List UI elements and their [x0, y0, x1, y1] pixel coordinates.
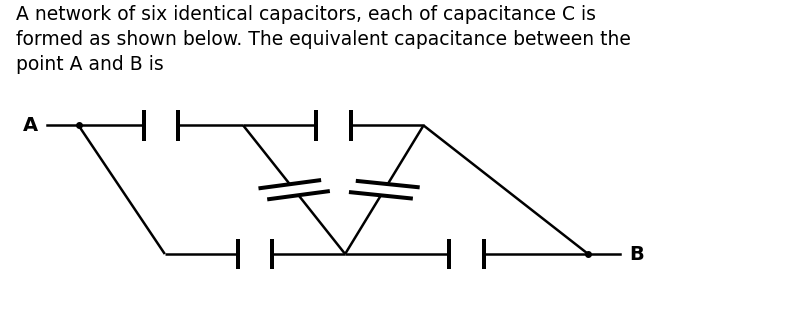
- Text: A network of six identical capacitors, each of capacitance C is
formed as shown : A network of six identical capacitors, e…: [16, 5, 630, 74]
- Text: B: B: [629, 244, 644, 263]
- Text: A: A: [22, 116, 38, 135]
